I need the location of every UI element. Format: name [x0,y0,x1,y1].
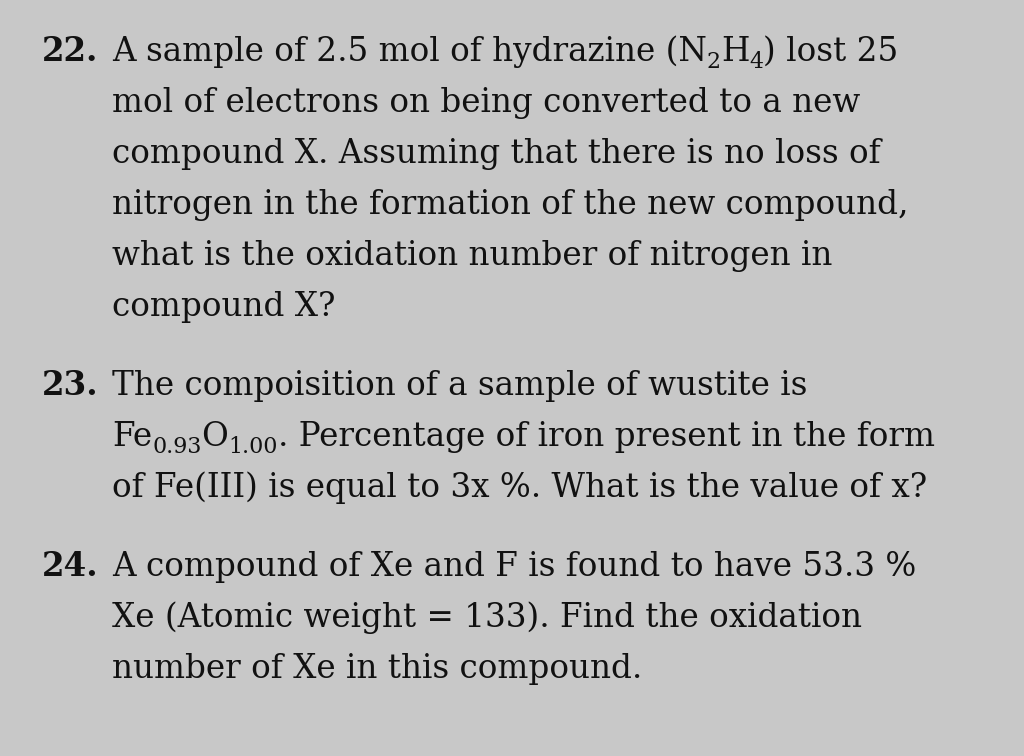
Text: 23.: 23. [42,369,98,402]
Text: compound X?: compound X? [112,291,336,323]
Text: what is the oxidation number of nitrogen in: what is the oxidation number of nitrogen… [112,240,833,272]
Text: mol of electrons on being converted to a new: mol of electrons on being converted to a… [112,87,860,119]
Text: number of Xe in this compound.: number of Xe in this compound. [112,653,642,685]
Text: A compound of Xe and F is found to have 53.3 %: A compound of Xe and F is found to have … [112,551,916,583]
Text: 1.00: 1.00 [228,436,278,458]
Bar [0,735,1024,756]
Text: 4: 4 [750,51,763,73]
Text: 0.93: 0.93 [153,436,202,458]
Text: 24.: 24. [42,550,98,583]
Text: H: H [721,36,750,68]
Bar [0,0,1024,29]
Text: Fe: Fe [112,421,153,453]
Text: 22.: 22. [42,35,98,68]
Text: . Percentage of iron present in the form: . Percentage of iron present in the form [278,421,935,453]
Text: The compoisition of a sample of wustite is: The compoisition of a sample of wustite … [112,370,807,402]
Text: of Fe(III) is equal to 3x %. What is the value of x?: of Fe(III) is equal to 3x %. What is the… [112,471,928,504]
Text: ) lost 25: ) lost 25 [763,36,898,68]
Text: nitrogen in the formation of the new compound,: nitrogen in the formation of the new com… [112,189,908,221]
Text: 2: 2 [707,51,721,73]
Text: Xe (Atomic weight = 133). Find the oxidation: Xe (Atomic weight = 133). Find the oxida… [112,601,862,634]
Text: compound X. Assuming that there is no loss of: compound X. Assuming that there is no lo… [112,138,881,170]
Text: A sample of 2.5 mol of hydrazine (N: A sample of 2.5 mol of hydrazine (N [112,36,707,68]
Text: O: O [202,421,228,453]
